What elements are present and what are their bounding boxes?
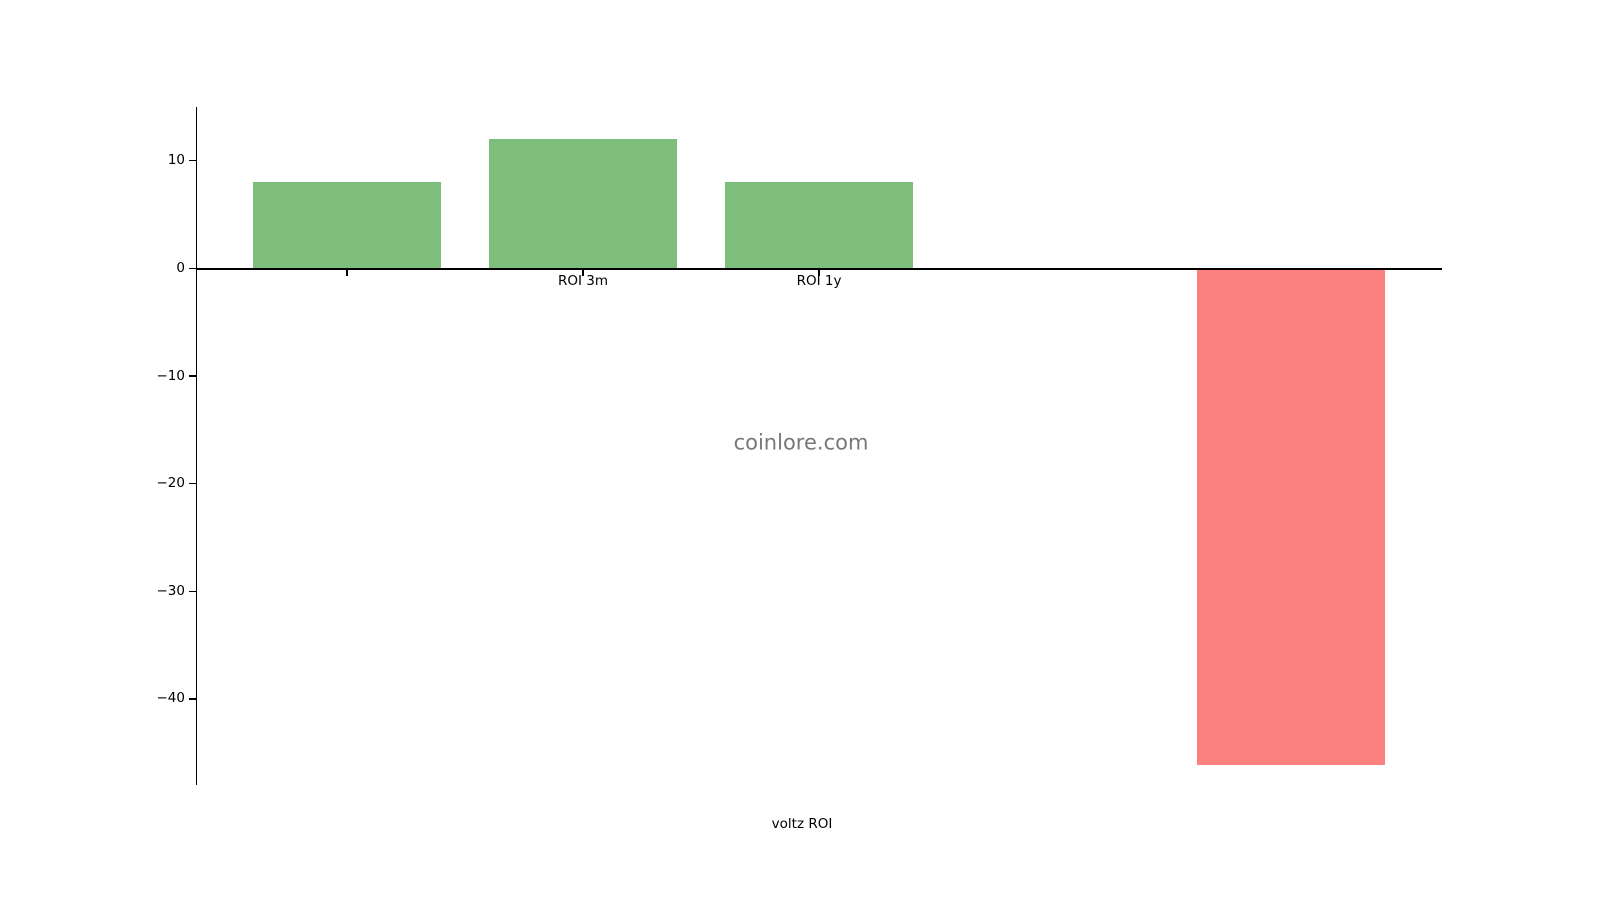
bar-slot-5	[1196, 269, 1386, 765]
y-tick-mark	[189, 375, 196, 377]
x-tick-label: ROI 1y	[796, 272, 842, 289]
y-tick-mark	[189, 698, 196, 700]
x-axis-title: voltz ROI	[771, 816, 833, 832]
y-tick-label: −20	[156, 475, 186, 492]
bar-slot-1	[252, 182, 442, 269]
y-tick-label: −30	[156, 582, 186, 599]
x-tick-mark	[582, 269, 584, 276]
x-axis-zero-line	[196, 268, 1442, 270]
y-axis-line	[196, 107, 198, 785]
y-tick-label: 0	[176, 259, 185, 276]
y-tick-label: −40	[156, 690, 186, 707]
y-tick-mark	[189, 160, 196, 162]
bar-roi-1y	[724, 182, 914, 269]
x-tick-mark	[346, 269, 348, 276]
watermark-text: coinlore.com	[733, 430, 869, 455]
y-tick-label: 10	[167, 152, 185, 169]
x-tick-mark	[818, 269, 820, 276]
bar-roi-3m	[488, 139, 678, 269]
y-tick-label: −10	[156, 367, 186, 384]
y-tick-mark	[189, 267, 196, 270]
y-tick-mark	[189, 590, 196, 592]
y-tick-mark	[189, 483, 196, 485]
x-tick-label: ROI 3m	[558, 272, 609, 289]
